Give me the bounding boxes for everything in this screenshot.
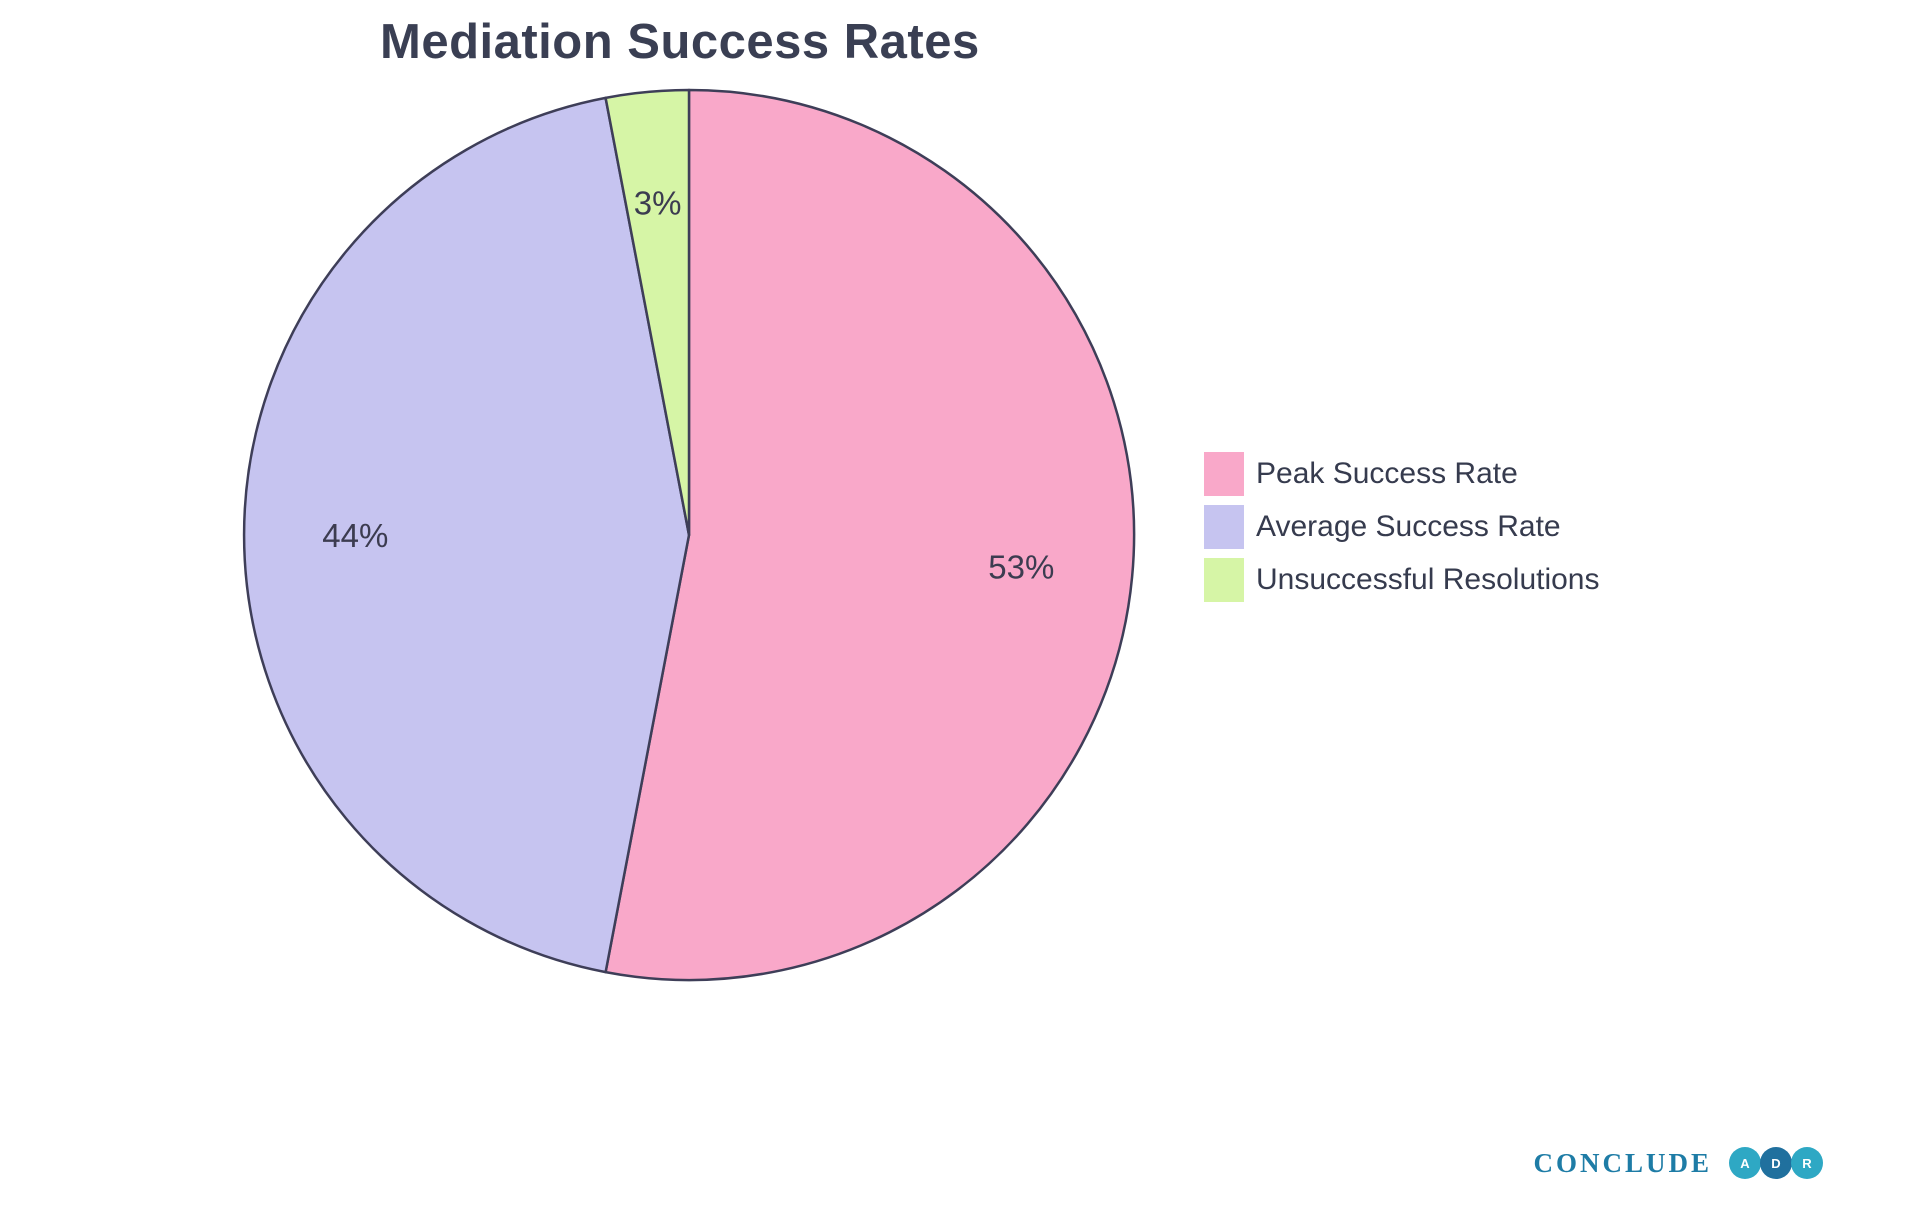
pie-labels: 53% 44% 3% [322, 185, 1054, 586]
badge-circle-a [1729, 1147, 1761, 1179]
pie-label-0: 53% [988, 548, 1054, 585]
legend-label-average: Average Success Rate [1256, 510, 1561, 543]
brand-wordmark: CONCLUDE [1533, 1147, 1712, 1178]
pie-slice-0[interactable] [604, 88, 1136, 982]
legend-label-peak: Peak Success Rate [1256, 457, 1518, 490]
pie-label-2: 3% [634, 185, 682, 222]
brand-adr-badge: A D R [1729, 1147, 1823, 1179]
pie-slice-1[interactable] [242, 96, 691, 974]
legend-swatch-average [1204, 505, 1244, 549]
legend-item[interactable]: Average Success Rate [1204, 505, 1600, 549]
pie-label-1: 44% [322, 517, 388, 554]
badge-letter-a: A [1740, 1156, 1750, 1171]
badge-letter-d: D [1771, 1156, 1780, 1171]
legend: Peak Success Rate Average Success Rate U… [1204, 452, 1600, 602]
pie-slices [242, 88, 1136, 982]
badge-circle-d [1760, 1147, 1792, 1179]
legend-swatch-unsuccessful [1204, 558, 1244, 602]
brand-logo: CONCLUDE A D R [1533, 1143, 1828, 1183]
chart-title: Mediation Success Rates [380, 15, 980, 69]
badge-circle-r [1791, 1147, 1823, 1179]
badge-letter-r: R [1802, 1156, 1812, 1171]
legend-swatch-peak [1204, 452, 1244, 496]
legend-item[interactable]: Peak Success Rate [1204, 452, 1600, 496]
legend-item[interactable]: Unsuccessful Resolutions [1204, 558, 1600, 602]
pie-slice-2[interactable] [604, 88, 691, 537]
legend-label-unsuccessful: Unsuccessful Resolutions [1256, 563, 1600, 596]
